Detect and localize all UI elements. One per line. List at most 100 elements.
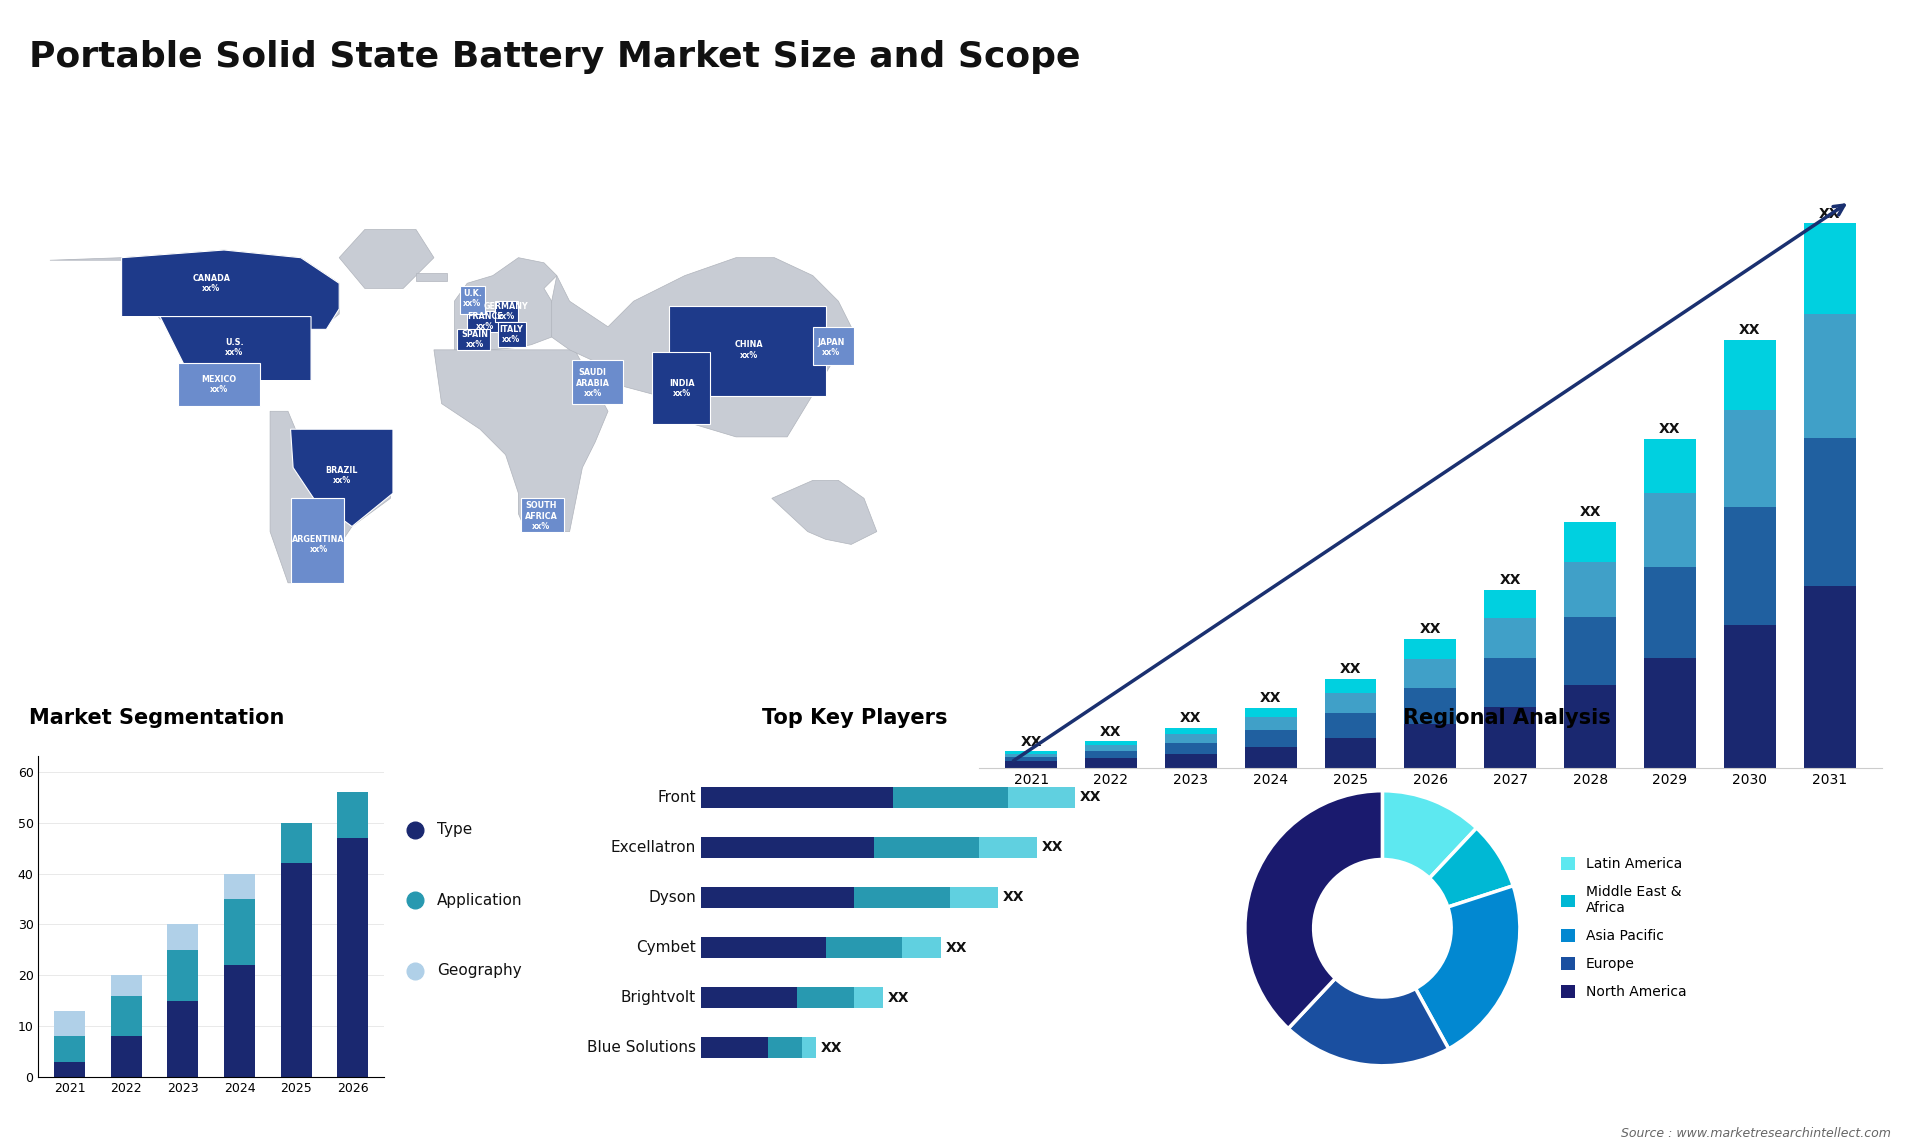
Bar [1404,639,1457,659]
Polygon shape [50,250,340,329]
Text: XX: XX [1818,206,1841,221]
Polygon shape [455,258,557,350]
Bar [701,937,826,958]
Text: CHINA
xx%: CHINA xx% [735,340,762,360]
Bar [1165,754,1217,768]
Polygon shape [159,316,311,380]
Bar [225,965,255,1077]
Text: GERMANY
xx%: GERMANY xx% [484,301,528,321]
Bar [338,792,369,838]
Text: Market Segmentation: Market Segmentation [29,708,284,728]
Wedge shape [1288,979,1450,1066]
Bar [111,975,142,996]
Bar [826,937,902,958]
Text: XX: XX [1020,735,1043,748]
Bar [1484,590,1536,618]
Text: XX: XX [822,1041,843,1054]
Bar [1085,751,1137,758]
Bar [1006,756,1058,761]
Legend: Latin America, Middle East &
Africa, Asia Pacific, Europe, North America: Latin America, Middle East & Africa, Asi… [1555,851,1692,1005]
Bar [1325,738,1377,768]
Text: Cymbet: Cymbet [636,940,695,955]
Text: Blue Solutions: Blue Solutions [588,1041,695,1055]
Bar [1724,410,1776,507]
Bar [1085,745,1137,751]
Text: Top Key Players: Top Key Players [762,708,947,728]
Text: SOUTH
AFRICA
xx%: SOUTH AFRICA xx% [524,501,559,531]
Polygon shape [179,362,259,406]
Bar [768,1037,803,1059]
Bar [1325,693,1377,713]
Bar [1484,658,1536,707]
Bar [701,1037,768,1059]
Bar [1724,507,1776,625]
Bar [1644,567,1695,658]
Polygon shape [121,250,340,329]
Bar [1006,761,1058,768]
Bar [111,996,142,1036]
Bar [1244,747,1296,768]
Bar [1484,618,1536,658]
Text: FRANCE
xx%: FRANCE xx% [467,312,503,331]
Text: Brightvolt: Brightvolt [620,990,695,1005]
Bar [1803,314,1855,438]
Bar [854,987,883,1008]
Polygon shape [271,411,390,583]
Bar [167,950,198,1000]
Bar [979,837,1037,858]
Bar [950,887,998,908]
Bar [701,887,854,908]
Text: XX: XX [1580,505,1601,519]
Text: XX: XX [1500,573,1521,587]
Text: XX: XX [1002,890,1025,904]
Bar [1165,735,1217,743]
Bar [1803,223,1855,314]
Bar [1165,743,1217,754]
Polygon shape [651,353,710,424]
Bar [1803,587,1855,768]
Text: Geography: Geography [438,964,522,979]
Bar [1006,754,1058,756]
Polygon shape [772,480,877,544]
Text: CANADA
xx%: CANADA xx% [192,274,230,293]
Bar [1404,724,1457,768]
Text: Dyson: Dyson [649,890,695,905]
Bar [1404,688,1457,724]
Bar [1644,439,1695,493]
Text: INDIA
xx%: INDIA xx% [670,378,695,398]
Text: SPAIN
xx%: SPAIN xx% [461,330,488,350]
Wedge shape [1430,829,1513,906]
Bar [701,987,797,1008]
Text: XX: XX [1079,791,1102,804]
Text: XX: XX [1260,691,1281,705]
Text: XX: XX [1041,840,1064,854]
Bar [54,1011,84,1036]
Bar [1565,562,1617,617]
Polygon shape [497,322,526,347]
Text: U.S.
xx%: U.S. xx% [225,338,244,358]
Text: SAUDI
ARABIA
xx%: SAUDI ARABIA xx% [576,368,611,398]
Bar [167,925,198,950]
Polygon shape [290,499,344,583]
Text: Portable Solid State Battery Market Size and Scope: Portable Solid State Battery Market Size… [29,40,1081,74]
Text: MEXICO
xx%: MEXICO xx% [202,375,236,394]
Bar [54,1062,84,1077]
Polygon shape [812,327,854,366]
Text: Front: Front [657,790,695,804]
Bar [801,1037,816,1059]
Polygon shape [459,285,486,314]
Bar [1325,678,1377,693]
Text: XX: XX [1181,712,1202,725]
Polygon shape [290,430,394,526]
Polygon shape [520,499,564,532]
Bar [225,898,255,965]
Wedge shape [1382,791,1476,878]
Bar [1404,659,1457,688]
Polygon shape [434,350,609,532]
Text: Regional Analysis: Regional Analysis [1404,708,1611,728]
Wedge shape [1244,791,1382,1028]
Bar [1085,741,1137,745]
Bar [701,837,874,858]
Bar [1565,523,1617,562]
Bar [1803,438,1855,587]
